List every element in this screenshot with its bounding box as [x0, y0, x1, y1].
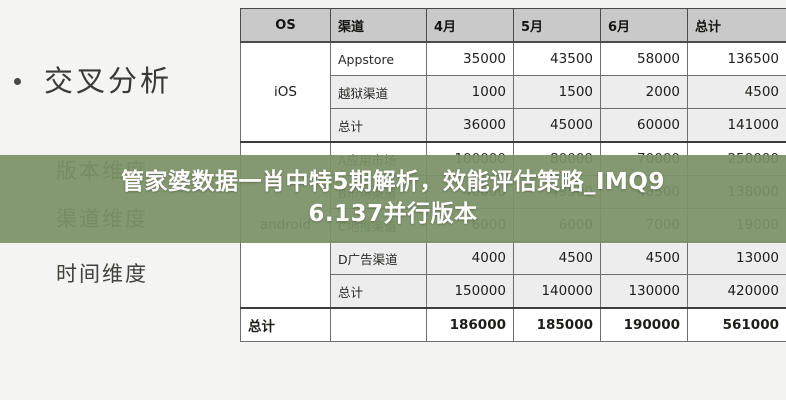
column-header-os: OS	[240, 8, 331, 43]
channel-label-subtotal: 总计	[330, 274, 427, 309]
cell-may: 185000	[513, 307, 601, 342]
overlay-banner-text: 管家婆数据一肖中特5期解析，效能评估策略_IMQ9 6.137并行版本	[0, 155, 786, 243]
channel-label-subtotal: 总计	[330, 108, 427, 143]
overlay-banner-background	[0, 155, 786, 243]
cell-may: 43500	[513, 41, 601, 76]
cell-total: 4500	[687, 75, 786, 109]
cell-may: 140000	[513, 274, 601, 309]
cell-total: 561000	[687, 307, 786, 342]
grand-total-label: 总计	[240, 307, 331, 342]
cell-may: 45000	[513, 108, 601, 143]
table-row: D广告渠道 4000 4500 4500 13000	[241, 241, 786, 275]
channel-label: 越狱渠道	[330, 75, 427, 109]
channel-label: D广告渠道	[330, 241, 427, 275]
os-group-label-ios: iOS	[240, 41, 331, 143]
column-header-apr: 4月	[426, 8, 514, 43]
cell-jun: 130000	[600, 274, 688, 309]
cell-jun: 2000	[600, 75, 688, 109]
column-header-jun: 6月	[600, 8, 688, 43]
grand-total-spacer	[330, 307, 427, 342]
table-header-row: OS 渠道 4月 5月 6月 总计	[240, 8, 786, 43]
cell-jun: 190000	[600, 307, 688, 342]
table-row-grand-total: 总计 186000 185000 190000 561000	[240, 307, 786, 342]
cell-apr: 36000	[426, 108, 514, 143]
cell-total: 141000	[687, 108, 786, 143]
cell-total: 420000	[687, 274, 786, 309]
table-row: iOS Appstore 35000 43500 58000 136500	[240, 41, 786, 143]
column-header-channel: 渠道	[330, 8, 427, 43]
cell-apr: 186000	[426, 307, 514, 342]
outline-heading: 交叉分析	[44, 64, 173, 98]
column-header-total: 总计	[687, 8, 786, 43]
cell-total: 136500	[687, 41, 786, 76]
column-header-may: 5月	[513, 8, 601, 43]
cell-apr: 35000	[426, 41, 514, 76]
bullet-icon	[14, 78, 21, 85]
cell-apr: 150000	[426, 274, 514, 309]
channel-label: Appstore	[330, 41, 427, 76]
cell-total: 13000	[687, 241, 786, 275]
cell-jun: 58000	[600, 41, 688, 76]
cell-apr: 1000	[426, 75, 514, 109]
cell-jun: 60000	[600, 108, 688, 143]
cell-may: 1500	[513, 75, 601, 109]
table-row-subtotal: 总计 150000 140000 130000 420000	[241, 274, 786, 309]
cell-apr: 4000	[426, 241, 514, 275]
cell-may: 4500	[513, 241, 601, 275]
overlay-banner-line-1: 管家婆数据一肖中特5期解析，效能评估策略_IMQ9	[120, 169, 665, 196]
overlay-banner-line-2: 6.137并行版本	[308, 201, 478, 227]
table-row: 越狱渠道 1000 1500 2000 4500	[241, 75, 786, 109]
cell-jun: 4500	[600, 241, 688, 275]
outline-item-time-dimension: 时间维度	[56, 262, 148, 286]
table-row-subtotal: 总计 36000 45000 60000 141000	[241, 108, 786, 143]
